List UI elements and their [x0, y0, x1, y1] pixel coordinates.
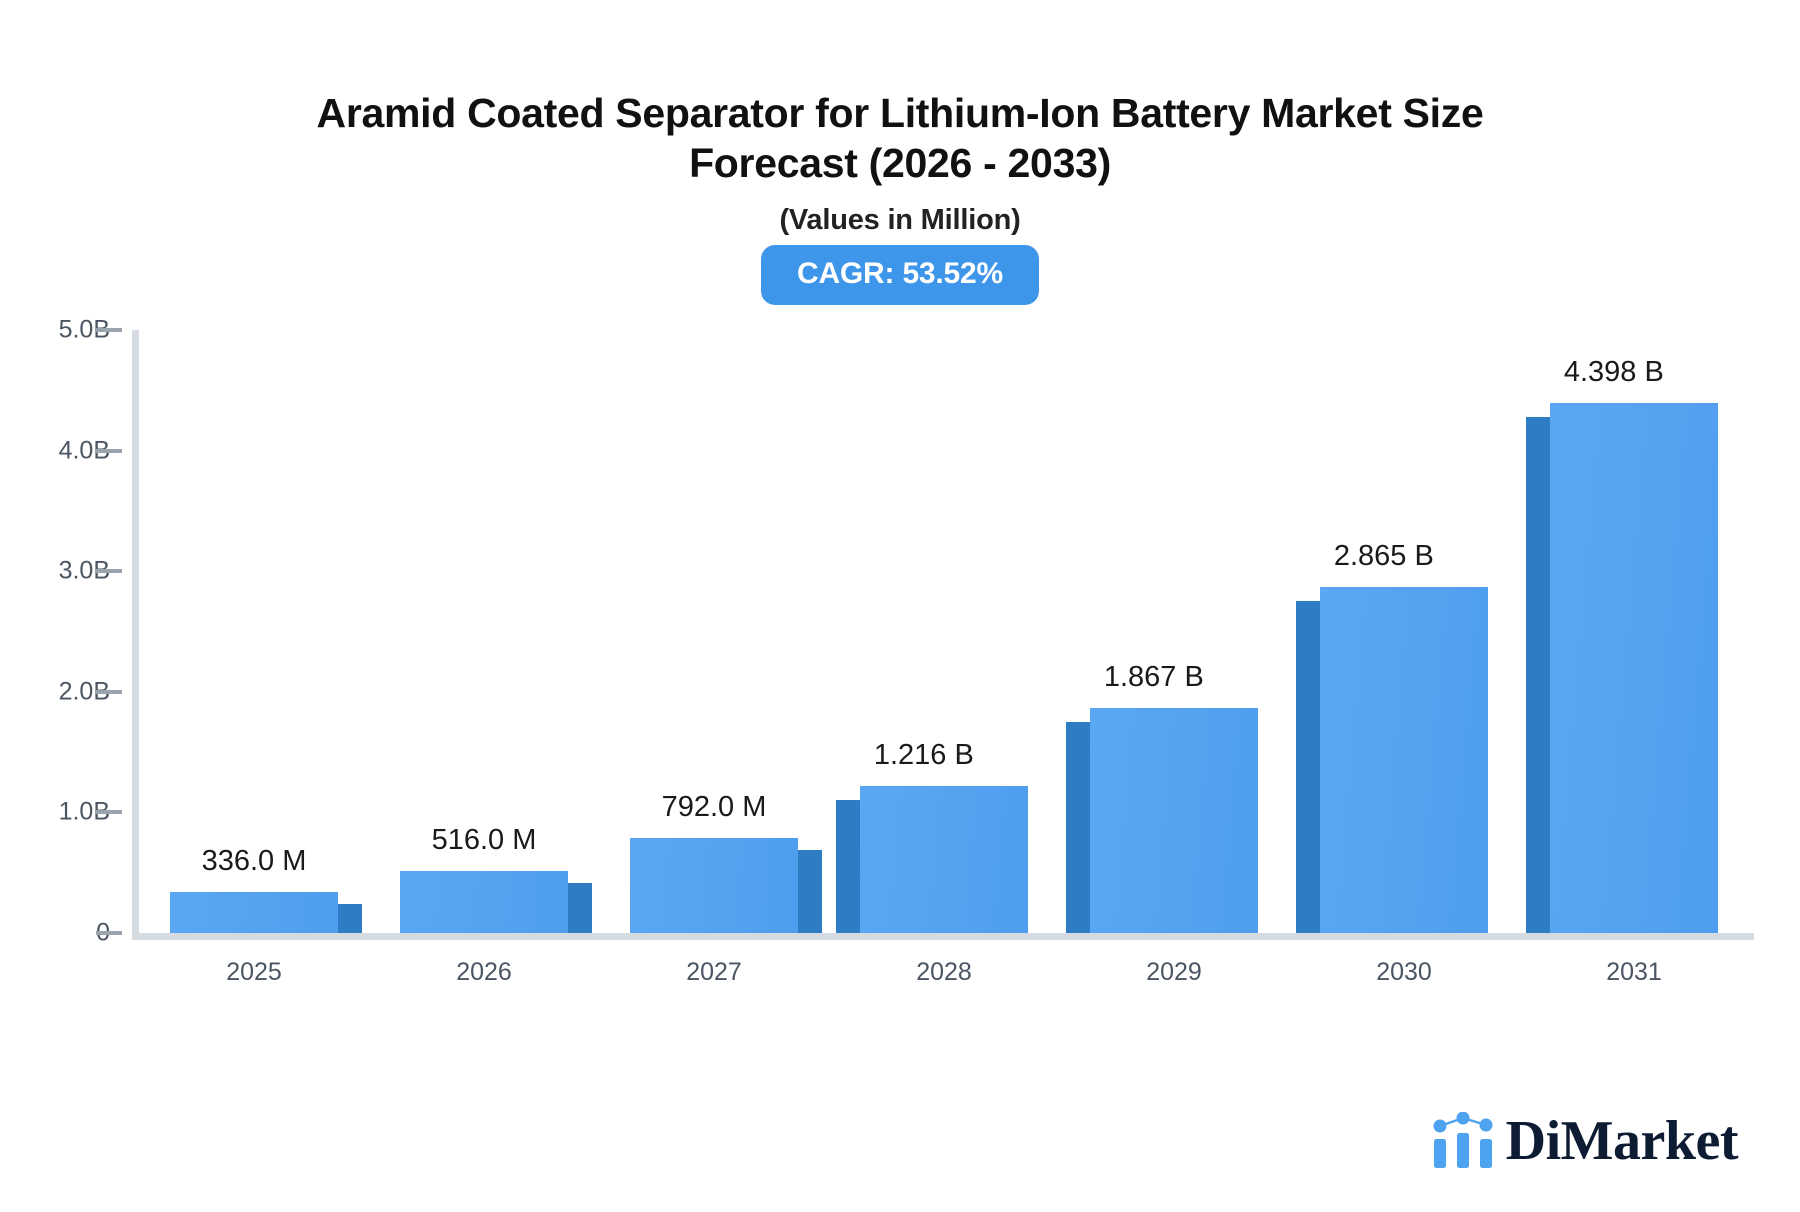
bar-side-shadow [1526, 416, 1550, 933]
bar-value-label: 1.867 B [1103, 660, 1204, 693]
bar-value-label: 516.0 M [431, 823, 537, 856]
bar-value-label: 2.865 B [1333, 540, 1434, 573]
page-title: Aramid Coated Separator for Lithium-Ion … [316, 90, 1484, 187]
y-axis-tick-label: 0 [0, 919, 110, 948]
bar-slot: 1.216 B [829, 330, 1059, 933]
bar-side-shadow [338, 904, 362, 933]
bar-2031[interactable]: 4.398 B [1526, 356, 1718, 933]
bar-2027[interactable]: 792.0 M [630, 791, 822, 933]
y-axis-tick-mark [96, 689, 122, 694]
bar-value-label: 336.0 M [201, 845, 307, 878]
bar-2026[interactable]: 516.0 M [400, 824, 592, 933]
bar-series: 336.0 M 516.0 M 792.0 M 1.216 B 1.867 B 2.865… [139, 330, 1749, 933]
cagr-badge-container: CAGR: 53.52% [0, 245, 1800, 305]
bar-side-shadow [798, 849, 822, 933]
chart-subtitle: (Values in Million) [779, 204, 1021, 237]
bar-2030[interactable]: 2.865 B [1296, 540, 1488, 933]
y-axis-tick-label: 4.0B [58, 436, 110, 465]
x-axis-tick-label: 2028 [916, 958, 972, 986]
bar-2028[interactable]: 1.216 B [836, 739, 1028, 933]
chart-header: Aramid Coated Separator for Lithium-Ion … [0, 0, 1800, 305]
bar-face [400, 870, 568, 933]
bar-slot: 1.867 B [1059, 330, 1289, 933]
x-axis-line [132, 933, 1754, 940]
bar-face [860, 786, 1028, 933]
x-axis-tick-label: 2025 [226, 958, 282, 986]
y-axis-tick-mark [96, 448, 122, 453]
bar-side-shadow [1066, 721, 1090, 933]
x-axis-tick-label: 2027 [686, 958, 742, 986]
bar-face [630, 837, 798, 933]
y-axis-tick-mark [96, 931, 122, 935]
bar-slot: 4.398 B [1519, 330, 1749, 933]
x-axis-labels: 2025 2026 2027 2028 2029 2030 2031 [139, 958, 1749, 987]
bar-value-label: 792.0 M [661, 790, 767, 823]
y-axis-tick-label: 5.0B [58, 315, 110, 344]
y-axis-tick-label: 3.0B [58, 556, 110, 585]
bar-value-label: 1.216 B [873, 739, 974, 772]
x-axis-tick-label: 2031 [1606, 958, 1662, 986]
y-axis-tick-mark [96, 810, 122, 815]
cagr-badge: CAGR: 53.52% [760, 245, 1039, 305]
y-axis-tick-mark [96, 328, 122, 332]
bar-slot: 336.0 M [139, 330, 369, 933]
y-axis-line [132, 330, 139, 940]
x-axis-tick-label: 2030 [1376, 958, 1432, 986]
dimarket-logo: DiMarket [1432, 1110, 1739, 1172]
bar-2029[interactable]: 1.867 B [1066, 661, 1258, 933]
bar-face [1090, 707, 1258, 933]
bar-face [1320, 587, 1488, 933]
x-axis-tick-label: 2026 [456, 958, 512, 986]
bar-side-shadow [836, 800, 860, 933]
bar-slot: 792.0 M [599, 330, 829, 933]
y-axis-tick-mark [96, 569, 122, 574]
bar-slot: 516.0 M [369, 330, 599, 933]
bar-chart-dots-icon [1433, 1112, 1493, 1168]
bar-value-label: 4.398 B [1563, 355, 1664, 388]
bar-slot: 2.865 B [1289, 330, 1519, 933]
bar-face [1550, 402, 1718, 933]
bar-side-shadow [1296, 601, 1320, 933]
y-axis-tick-label: 1.0B [58, 797, 110, 826]
y-axis-tick-label: 2.0B [58, 677, 110, 706]
x-axis-tick-label: 2029 [1146, 958, 1202, 986]
bar-side-shadow [568, 882, 592, 933]
chart-plot-area: 0 1.0B 2.0B 3.0B 4.0B 5.0B 336.0 M 516.0 M 792.… [0, 316, 1800, 986]
bar-2025[interactable]: 336.0 M [170, 845, 362, 933]
bar-face [170, 892, 338, 933]
logo-wordmark: DiMarket [1505, 1110, 1739, 1172]
